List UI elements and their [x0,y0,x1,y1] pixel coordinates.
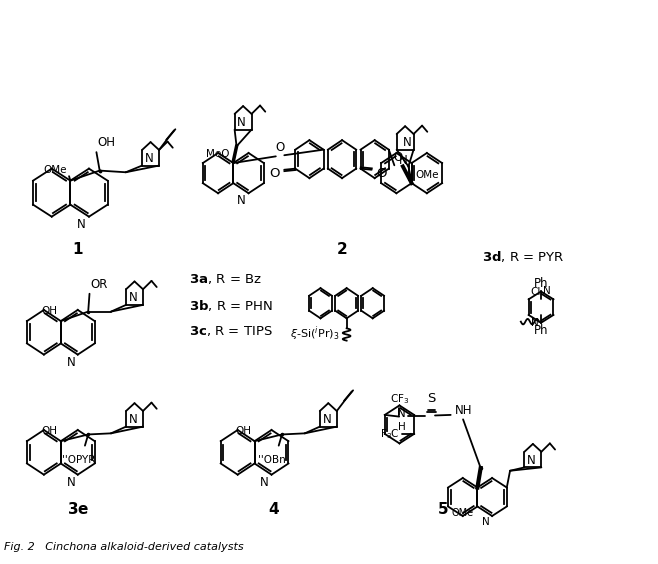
Text: S: S [428,393,436,406]
Text: MeO: MeO [206,148,230,158]
Text: Ph: Ph [534,277,548,290]
Text: N: N [237,195,246,208]
Text: O: O [376,166,387,179]
Text: OH: OH [98,136,116,149]
Text: OH: OH [41,426,57,436]
Text: $\bf{3c}$, R = TIPS: $\bf{3c}$, R = TIPS [189,324,272,338]
Text: $\xi$-Si($^i$Pr)$_3$: $\xi$-Si($^i$Pr)$_3$ [290,325,339,343]
Text: N: N [66,476,75,489]
Text: $\bf{3a}$, R = Bz: $\bf{3a}$, R = Bz [189,272,262,286]
Text: N: N [260,476,269,489]
Text: O: O [393,151,403,164]
Text: O: O [276,140,285,153]
Text: N: N [527,453,536,466]
Text: $\bf{3b}$, R = PHN: $\bf{3b}$, R = PHN [189,298,273,313]
Text: 1: 1 [72,242,83,257]
Text: $\bf{3d}$, R = PYR: $\bf{3d}$, R = PYR [482,249,565,265]
Text: $\bf{3e}$: $\bf{3e}$ [66,501,89,517]
Text: Fig. 2   Cinchona alkaloid-derived catalysts: Fig. 2 Cinchona alkaloid-derived catalys… [4,541,243,552]
Text: OMe: OMe [451,508,474,518]
Text: N: N [145,152,153,165]
Text: N: N [129,291,138,304]
Text: N: N [403,136,411,149]
Text: Ph: Ph [534,324,548,337]
Text: N: N [66,356,75,369]
Text: N: N [543,287,551,297]
Text: O: O [269,166,280,179]
Text: N: N [237,116,245,129]
Text: F$_3$C: F$_3$C [380,427,400,441]
Text: $\bf{5}$: $\bf{5}$ [437,501,448,517]
Text: OMe: OMe [43,165,67,175]
Text: ''OBn: ''OBn [259,455,286,465]
Text: N: N [129,413,138,426]
Text: H: H [398,422,405,431]
Text: OMe: OMe [415,170,439,180]
Text: 2: 2 [337,242,347,257]
Text: OH: OH [236,426,251,436]
Text: N: N [322,413,332,426]
Text: N: N [532,318,539,328]
Text: N: N [77,218,86,231]
Text: ''OPYR: ''OPYR [62,455,95,465]
Text: N: N [397,407,406,420]
Text: $\bf{4}$: $\bf{4}$ [268,501,280,517]
Text: OH: OH [41,306,57,316]
Text: OR: OR [91,278,108,291]
Text: NH: NH [455,404,472,417]
Text: N: N [482,517,490,527]
Text: Cl: Cl [530,287,541,297]
Text: N: N [399,154,408,167]
Text: CF$_3$: CF$_3$ [390,392,409,406]
